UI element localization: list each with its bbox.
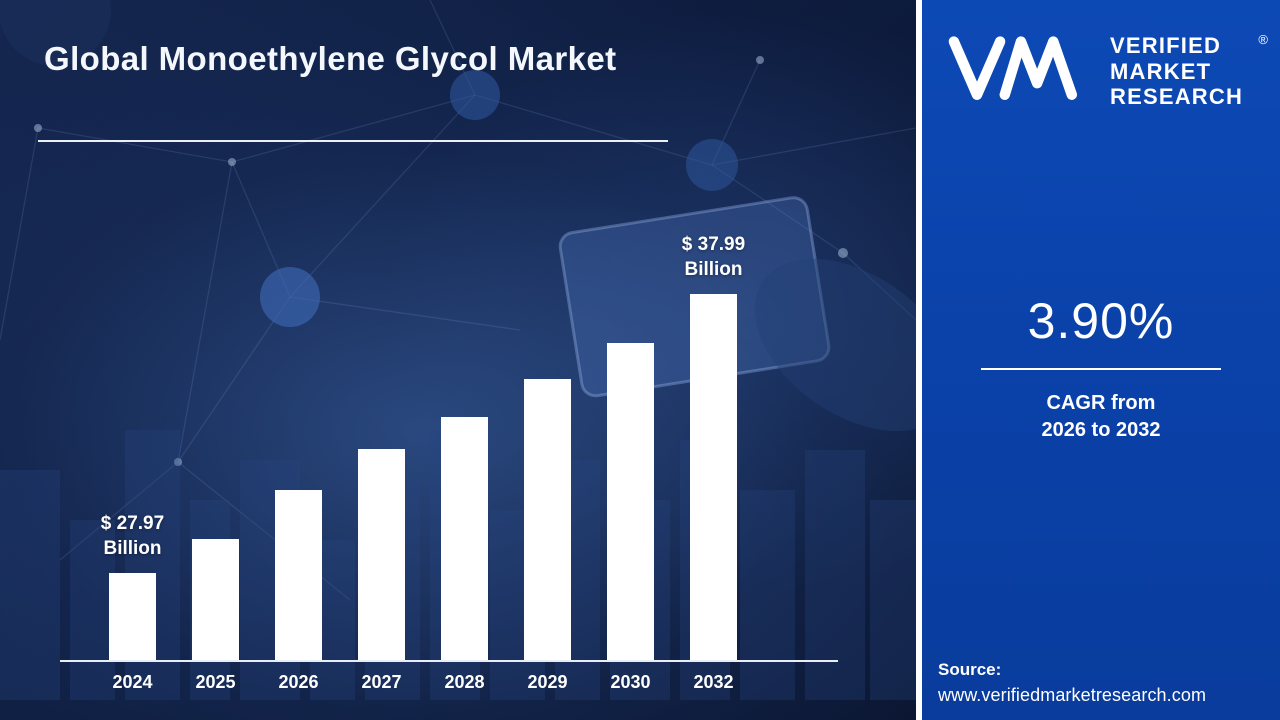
bar-group: 2026 <box>257 490 340 692</box>
x-axis-label: 2025 <box>195 672 236 692</box>
bar <box>275 490 322 660</box>
bar <box>441 417 488 660</box>
x-axis-label: 2032 <box>693 672 734 692</box>
vmr-logo-monogram-icon <box>948 36 1078 100</box>
bar-group: 2030 <box>589 343 672 692</box>
cagr-value: 3.90% <box>1027 292 1175 349</box>
x-axis-label: 2030 <box>610 672 651 692</box>
cagr-caption-line: 2026 to 2032 <box>1041 418 1161 441</box>
section-divider <box>916 0 922 720</box>
cagr-stat-block: 3.90% CAGR from 2026 to 2032 <box>922 292 1280 444</box>
bar <box>358 449 405 660</box>
bar <box>607 343 654 660</box>
source-label: Source: <box>938 660 1002 679</box>
bar-group: 2027 <box>340 449 423 692</box>
cagr-caption: CAGR from 2026 to 2032 <box>942 390 1260 444</box>
brand-logo: VERIFIED MARKET RESEARCH ® <box>922 0 1280 110</box>
cagr-caption-line: CAGR from <box>1046 391 1156 414</box>
info-panel: VERIFIED MARKET RESEARCH ® 3.90% CAGR fr… <box>922 0 1280 720</box>
x-axis-label: 2027 <box>361 672 402 692</box>
bar-group: 2029 <box>506 379 589 692</box>
x-axis-label: 2029 <box>527 672 568 692</box>
bar-group: $ 27.97 Billion 2024 <box>91 511 174 692</box>
brand-name: VERIFIED MARKET RESEARCH <box>1110 30 1243 110</box>
bar-chart: $ 27.97 Billion 2024 2025 2026 2027 2028 2029 20… <box>60 190 838 692</box>
x-axis-label: 2026 <box>278 672 319 692</box>
brand-name-line: RESEARCH <box>1110 84 1244 110</box>
brand-name-line: VERIFIED <box>1110 33 1222 58</box>
network-nodes <box>34 56 848 466</box>
glow-circle <box>260 267 320 327</box>
bar <box>524 379 571 660</box>
glow-circle <box>450 70 500 120</box>
source-block: Source: www.verifiedmarketresearch.com <box>938 660 1206 706</box>
stat-divider-line <box>981 367 1221 370</box>
source-url: www.verifiedmarketresearch.com <box>938 685 1207 705</box>
registered-trademark-symbol: ® <box>1258 32 1268 47</box>
bar <box>109 573 156 660</box>
bar-group: $ 37.99 Billion 2032 <box>672 232 755 692</box>
bar-group: 2025 <box>174 539 257 692</box>
x-axis-line <box>60 660 838 662</box>
page-title: Global Monoethylene Glycol Market <box>44 40 617 77</box>
x-axis-label: 2024 <box>112 672 153 692</box>
x-axis-label: 2028 <box>444 672 485 692</box>
bar-value-label: $ 27.97 Billion <box>100 512 165 560</box>
bar-groups: $ 27.97 Billion 2024 2025 2026 2027 2028 2029 20… <box>91 190 755 692</box>
bar-value-label: $ 37.99 Billion <box>681 233 746 281</box>
chart-section: Global Monoethylene Glycol Market $ 27.9… <box>0 0 916 720</box>
network-lines <box>0 0 916 601</box>
bar-group: 2028 <box>423 417 506 692</box>
bar <box>690 294 737 660</box>
glow-circle <box>0 0 111 66</box>
bar <box>192 539 239 660</box>
glow-circle <box>686 139 738 191</box>
title-underline <box>38 140 668 142</box>
hand-silhouette <box>754 258 916 432</box>
brand-name-line: MARKET <box>1110 58 1212 84</box>
